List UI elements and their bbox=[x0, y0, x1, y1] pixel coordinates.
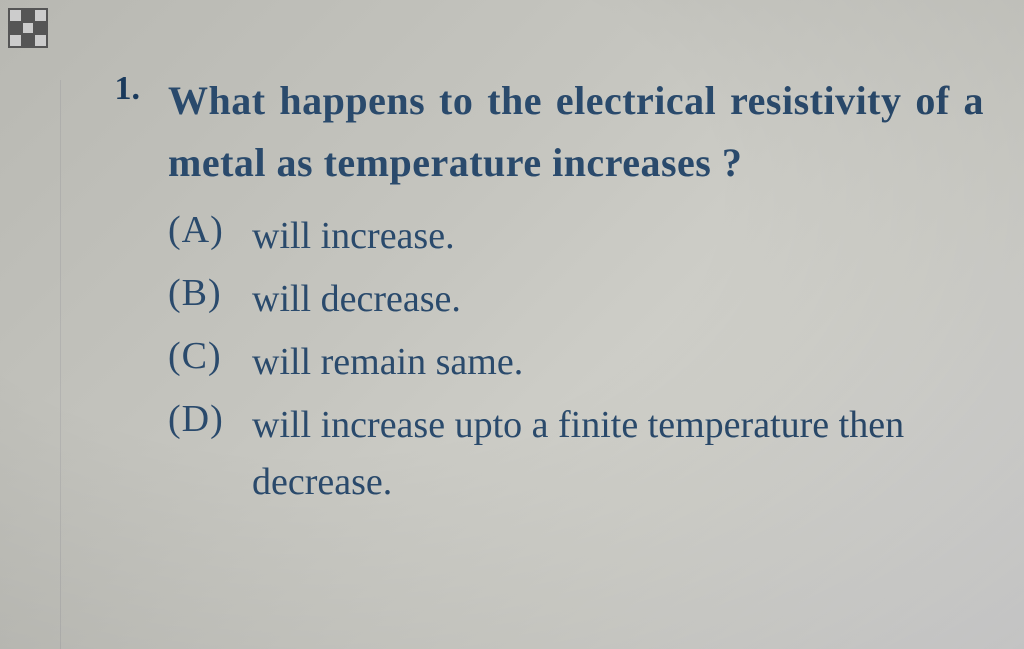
option-a: (A) will increase. bbox=[168, 208, 984, 265]
qr-code-icon bbox=[8, 8, 93, 78]
question-block: 1. What happens to the electrical resist… bbox=[100, 70, 984, 517]
margin-rule bbox=[60, 80, 61, 649]
option-c: (C) will remain same. bbox=[168, 334, 984, 391]
option-d: (D) will increase upto a finite temperat… bbox=[168, 397, 984, 511]
option-letter: (C) bbox=[168, 334, 252, 378]
options-list: (A) will increase. (B) will decrease. (C… bbox=[168, 208, 984, 511]
option-b: (B) will decrease. bbox=[168, 271, 984, 328]
option-letter: (A) bbox=[168, 208, 252, 252]
question-number: 1. bbox=[100, 70, 140, 108]
question-content: What happens to the electrical resistivi… bbox=[168, 70, 984, 517]
option-text: will increase upto a finite temperature … bbox=[252, 397, 984, 511]
option-text: will decrease. bbox=[252, 271, 984, 328]
option-letter: (B) bbox=[168, 271, 252, 315]
page-container: 1. What happens to the electrical resist… bbox=[0, 0, 1024, 649]
option-letter: (D) bbox=[168, 397, 252, 441]
option-text: will increase. bbox=[252, 208, 984, 265]
question-text: What happens to the electrical resistivi… bbox=[168, 70, 984, 194]
option-text: will remain same. bbox=[252, 334, 984, 391]
